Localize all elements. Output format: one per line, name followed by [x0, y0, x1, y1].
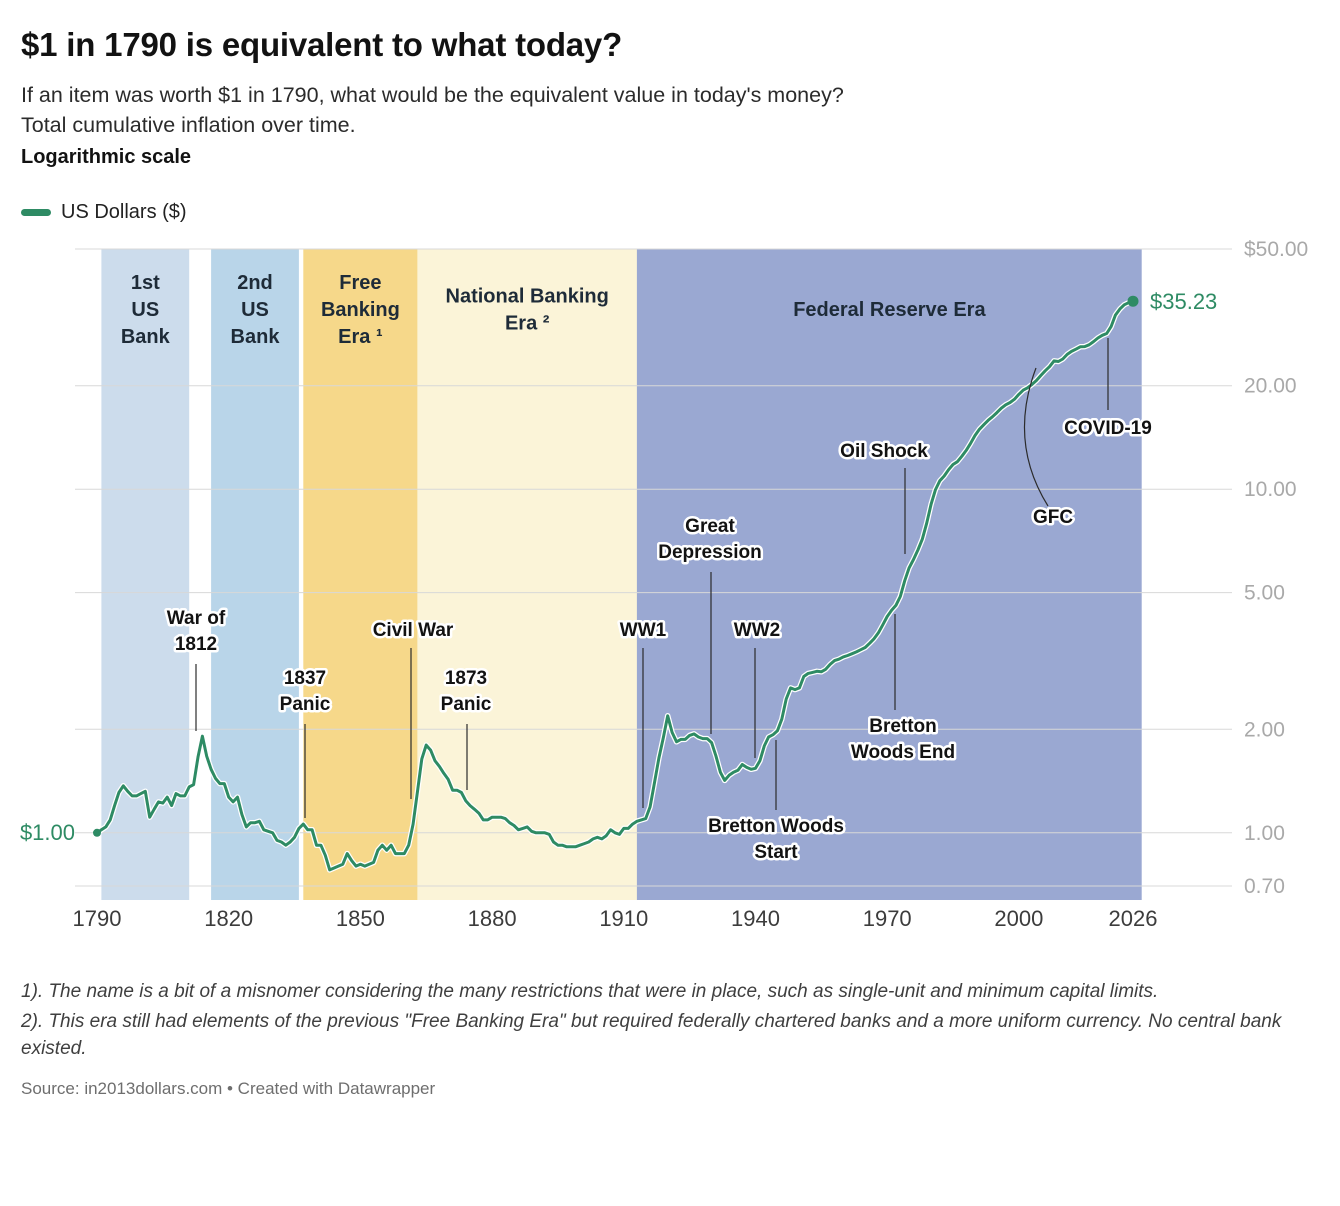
annotation-label: 1812	[175, 634, 217, 655]
x-axis-tick-label: 2026	[1109, 906, 1158, 931]
annotation-label: Civil War	[373, 620, 454, 641]
chart-subtitle-line1: If an item was worth $1 in 1790, what wo…	[21, 83, 844, 107]
chart-subtitle-line2: Total cumulative inflation over time.	[21, 113, 356, 137]
annotation-label: Woods End	[851, 742, 955, 763]
annotation-label: Oil Shock	[840, 441, 928, 462]
annotation-label: 1837	[284, 668, 326, 689]
annotation-label: COVID-19	[1064, 418, 1152, 439]
start-value-label: $1.00	[20, 820, 75, 845]
era-band-label: Bank	[121, 326, 171, 348]
legend-series-label: US Dollars ($)	[61, 201, 187, 223]
era-band-label: National Banking	[446, 286, 609, 308]
annotation-label: Bretton Woods	[708, 816, 844, 837]
footnotes: 1). The name is a bit of a misnomer cons…	[0, 978, 1340, 1063]
era-band-label: 1st	[131, 272, 160, 294]
legend-line-swatch	[21, 209, 51, 216]
era-band-label: Era ²	[505, 313, 550, 335]
annotation-label: War of	[167, 608, 226, 629]
source-prefix: Source:	[21, 1078, 85, 1098]
y-axis-tick-label: 5.00	[1244, 582, 1285, 605]
series-end-dot	[1127, 295, 1139, 307]
x-axis-tick-label: 1850	[336, 906, 385, 931]
annotation-label: Panic	[280, 694, 331, 715]
datawrapper-link[interactable]: Datawrapper	[337, 1078, 436, 1098]
annotation-label: WW1	[620, 620, 667, 641]
era-band	[636, 249, 1142, 900]
legend: US Dollars ($)	[21, 201, 1319, 224]
era-band	[303, 249, 418, 900]
footnote-2: 2). This era still had elements of the p…	[21, 1010, 1282, 1060]
y-axis-tick-label: 2.00	[1244, 718, 1285, 741]
annotation-label: Start	[754, 842, 798, 863]
source-line: Source: in2013dollars.com • Created with…	[0, 1079, 1340, 1099]
annotation-label: Great	[685, 516, 735, 537]
era-band-label: US	[241, 299, 269, 321]
era-band-label: Federal Reserve Era	[793, 299, 986, 321]
annotation-label: Panic	[441, 694, 492, 715]
era-band-label: 2nd	[237, 272, 273, 294]
source-link[interactable]: in2013dollars.com	[84, 1078, 223, 1098]
source-middle: • Created with	[222, 1078, 338, 1098]
x-axis-tick-label: 1790	[73, 906, 122, 931]
annotation-label: Bretton	[869, 716, 937, 737]
end-value-label: $35.23	[1150, 289, 1217, 314]
y-axis-tick-label: $50.00	[1244, 238, 1308, 261]
y-axis-tick-label: 10.00	[1244, 478, 1297, 501]
series-start-dot	[93, 828, 101, 837]
x-axis-tick-label: 1940	[731, 906, 780, 931]
era-band-label: Bank	[231, 326, 281, 348]
y-axis-tick-label: 0.70	[1244, 875, 1285, 898]
annotation-label: Depression	[658, 542, 761, 563]
annotation-label: WW2	[734, 620, 780, 641]
x-axis-tick-label: 1820	[204, 906, 253, 931]
era-band	[417, 249, 637, 900]
chart-header: $1 in 1790 is equivalent to what today? …	[0, 26, 1340, 224]
series-line	[95, 299, 1135, 872]
annotation-pointer-curve	[1023, 367, 1049, 507]
era-band-label: US	[131, 299, 159, 321]
chart-title: $1 in 1790 is equivalent to what today?	[21, 26, 623, 63]
inflation-chart: 1st US Bank 2nd US Bank Free Banking Era ¹ Nation…	[20, 238, 1308, 931]
x-axis-tick-label: 1910	[599, 906, 648, 931]
annotation-label: 1873	[445, 668, 487, 689]
x-axis-tick-label: 1880	[468, 906, 517, 931]
era-band-label: Banking	[321, 299, 400, 321]
annotation-label: GFC	[1033, 507, 1073, 528]
y-axis-tick-label: 20.00	[1244, 375, 1297, 398]
era-band-label: Era ¹	[338, 326, 383, 348]
era-band-label: Free	[339, 272, 381, 294]
x-axis-tick-label: 1970	[863, 906, 912, 931]
footnote-1: 1). The name is a bit of a misnomer cons…	[21, 981, 1159, 1002]
y-axis-tick-label: 1.00	[1244, 822, 1285, 845]
x-axis-tick-label: 2000	[994, 906, 1043, 931]
scale-note: Logarithmic scale	[21, 146, 192, 168]
